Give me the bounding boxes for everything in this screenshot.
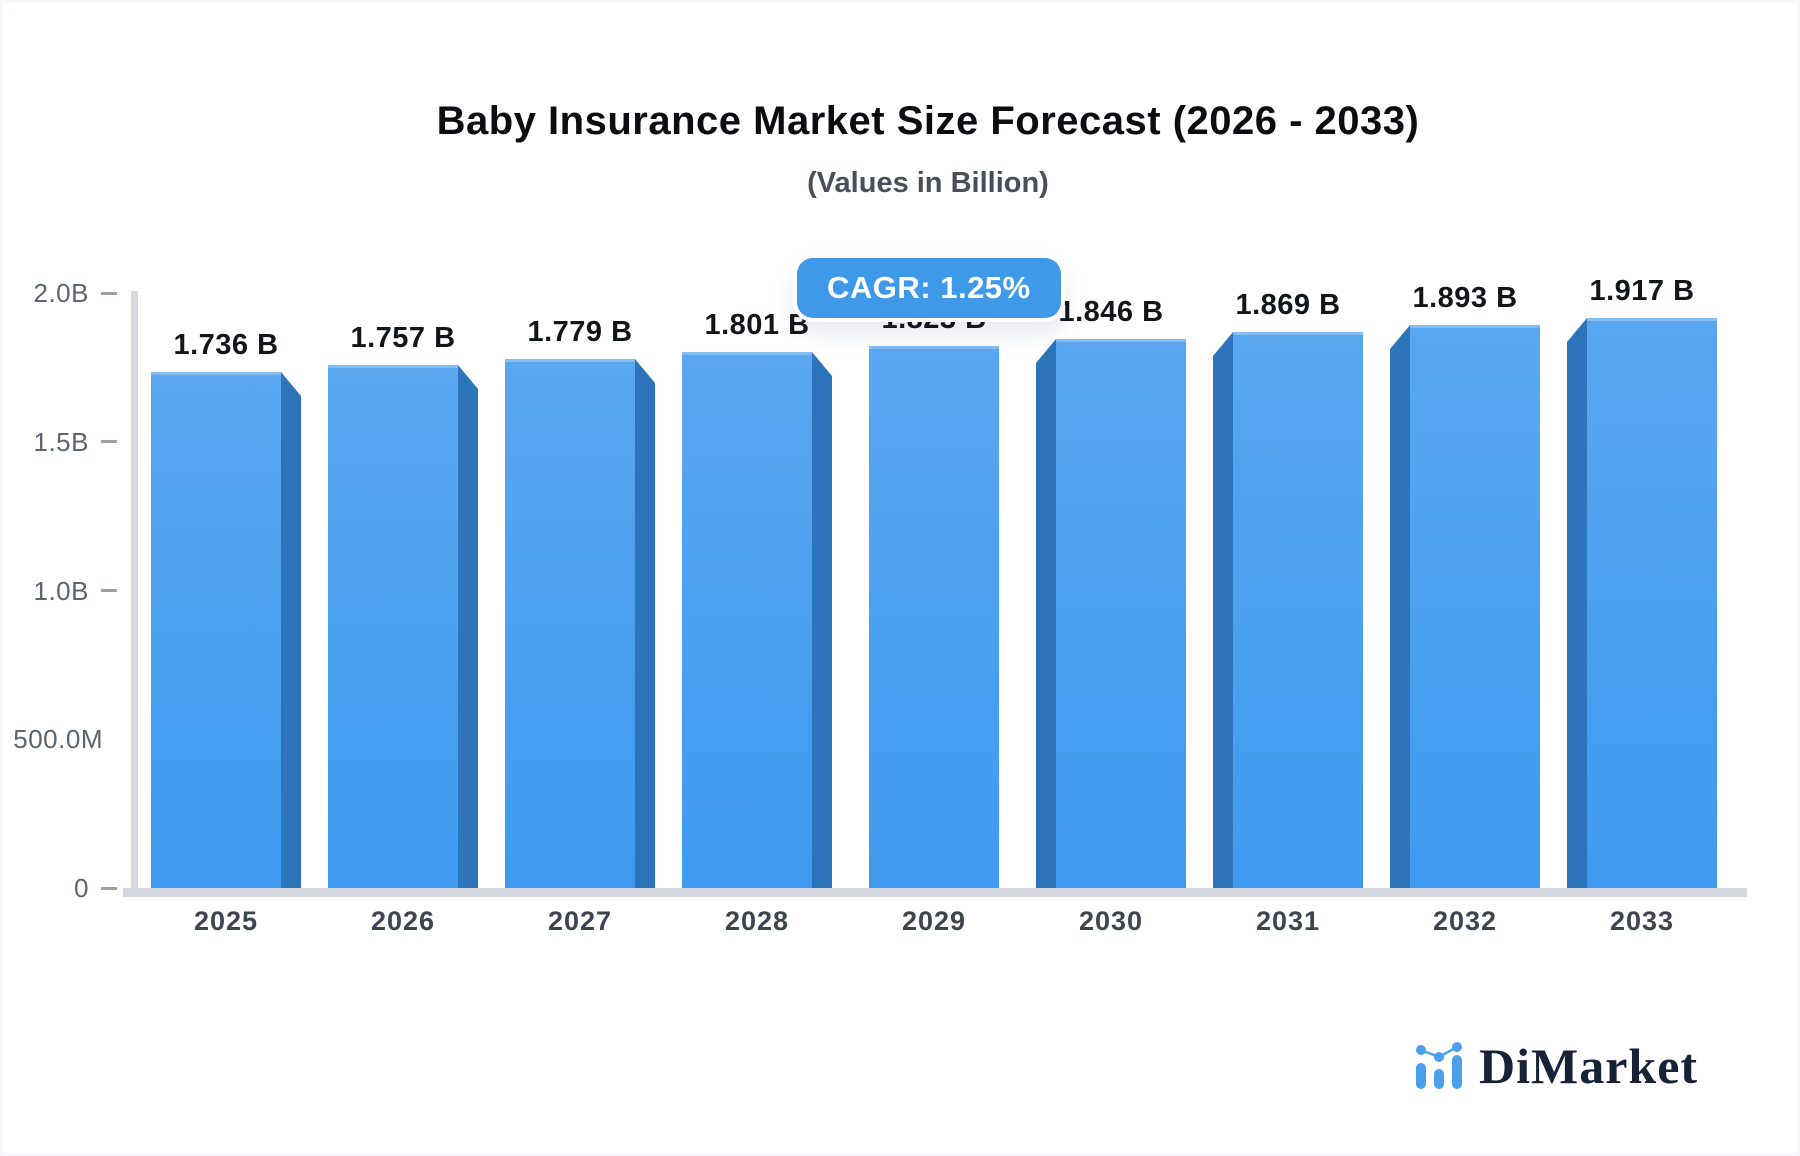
x-axis-label-2030: 2030 (1078, 906, 1144, 936)
y-axis-label: 500.0M (13, 724, 103, 755)
chart-title: Baby Insurance Market Size Forecast (202… (436, 99, 1420, 143)
bar-2029 (859, 346, 1009, 888)
bar-value-label: 1.779 B (527, 316, 633, 348)
y-axis-label: 1.0B (33, 575, 89, 606)
y-axis-line (131, 291, 138, 892)
bar-side-shadow (1036, 339, 1056, 888)
logo-text: DiMarket (1479, 1038, 1699, 1094)
bar-value-label: 1.869 B (1235, 289, 1341, 321)
bar-2028 (682, 352, 832, 888)
bar-2030 (1036, 339, 1186, 888)
bar-side-shadow (635, 359, 655, 888)
cagr-badge-label: CAGR: 1.25% (797, 258, 1061, 318)
plot-area: 1.736 B1.757 B1.779 B1.801 B1.823 B1.846… (123, 275, 1745, 888)
bar-value-label: 1.917 B (1589, 275, 1695, 307)
cagr-badge: CAGR: 1.25% (793, 254, 1065, 322)
x-axis-label-2032: 2032 (1432, 906, 1498, 936)
bar-value-label: 1.846 B (1058, 296, 1164, 328)
y-axis-tick (101, 886, 117, 890)
y-axis-label: 1.5B (33, 426, 89, 457)
bar-2032 (1390, 325, 1540, 888)
bar-side-shadow (458, 365, 478, 888)
bar-2025 (151, 372, 301, 888)
bar-side-shadow (281, 372, 301, 888)
bar-face (151, 372, 281, 888)
y-axis-tick (101, 291, 117, 295)
x-axis-label-2027: 2027 (547, 906, 613, 936)
x-axis-label-2033: 2033 (1609, 906, 1675, 936)
bar-face (869, 346, 999, 888)
x-axis-label-2031: 2031 (1255, 906, 1321, 936)
bar-2031 (1213, 332, 1363, 888)
x-axis-label-2029: 2029 (901, 906, 967, 936)
y-axis-tick (101, 589, 117, 592)
bar-face (1587, 318, 1717, 888)
x-axis-label-2028: 2028 (724, 906, 790, 936)
y-axis-tick (101, 440, 117, 444)
bar-face (1056, 339, 1186, 888)
bar-value-label: 1.736 B (173, 329, 279, 361)
chart-subtitle: (Values in Billion) (807, 167, 1049, 199)
bar-2026 (328, 365, 478, 888)
bar-face (505, 359, 635, 888)
y-axis-label: 0 (74, 873, 89, 903)
bar-chart-logo-icon (1416, 1042, 1462, 1089)
bar-side-shadow (812, 352, 832, 888)
bar-face (328, 365, 458, 888)
bar-2027 (505, 359, 655, 888)
x-axis-line (123, 888, 1747, 897)
bar-face (1410, 325, 1540, 888)
bar-value-label: 1.893 B (1412, 282, 1518, 314)
logo: DiMarket (1413, 1037, 1698, 1095)
bar-value-label: 1.801 B (704, 309, 810, 341)
bar-value-label: 1.757 B (350, 322, 456, 354)
bar-side-shadow (1567, 318, 1587, 888)
bar-side-shadow (1213, 332, 1233, 888)
x-axis-label-2026: 2026 (370, 906, 436, 936)
bar-side-shadow (1390, 325, 1410, 888)
y-axis-label: 2.0B (33, 278, 89, 308)
x-axis-label-2025: 2025 (193, 906, 259, 936)
bar-face (682, 352, 812, 888)
bar-2033 (1567, 318, 1717, 888)
bar-face (1233, 332, 1363, 888)
